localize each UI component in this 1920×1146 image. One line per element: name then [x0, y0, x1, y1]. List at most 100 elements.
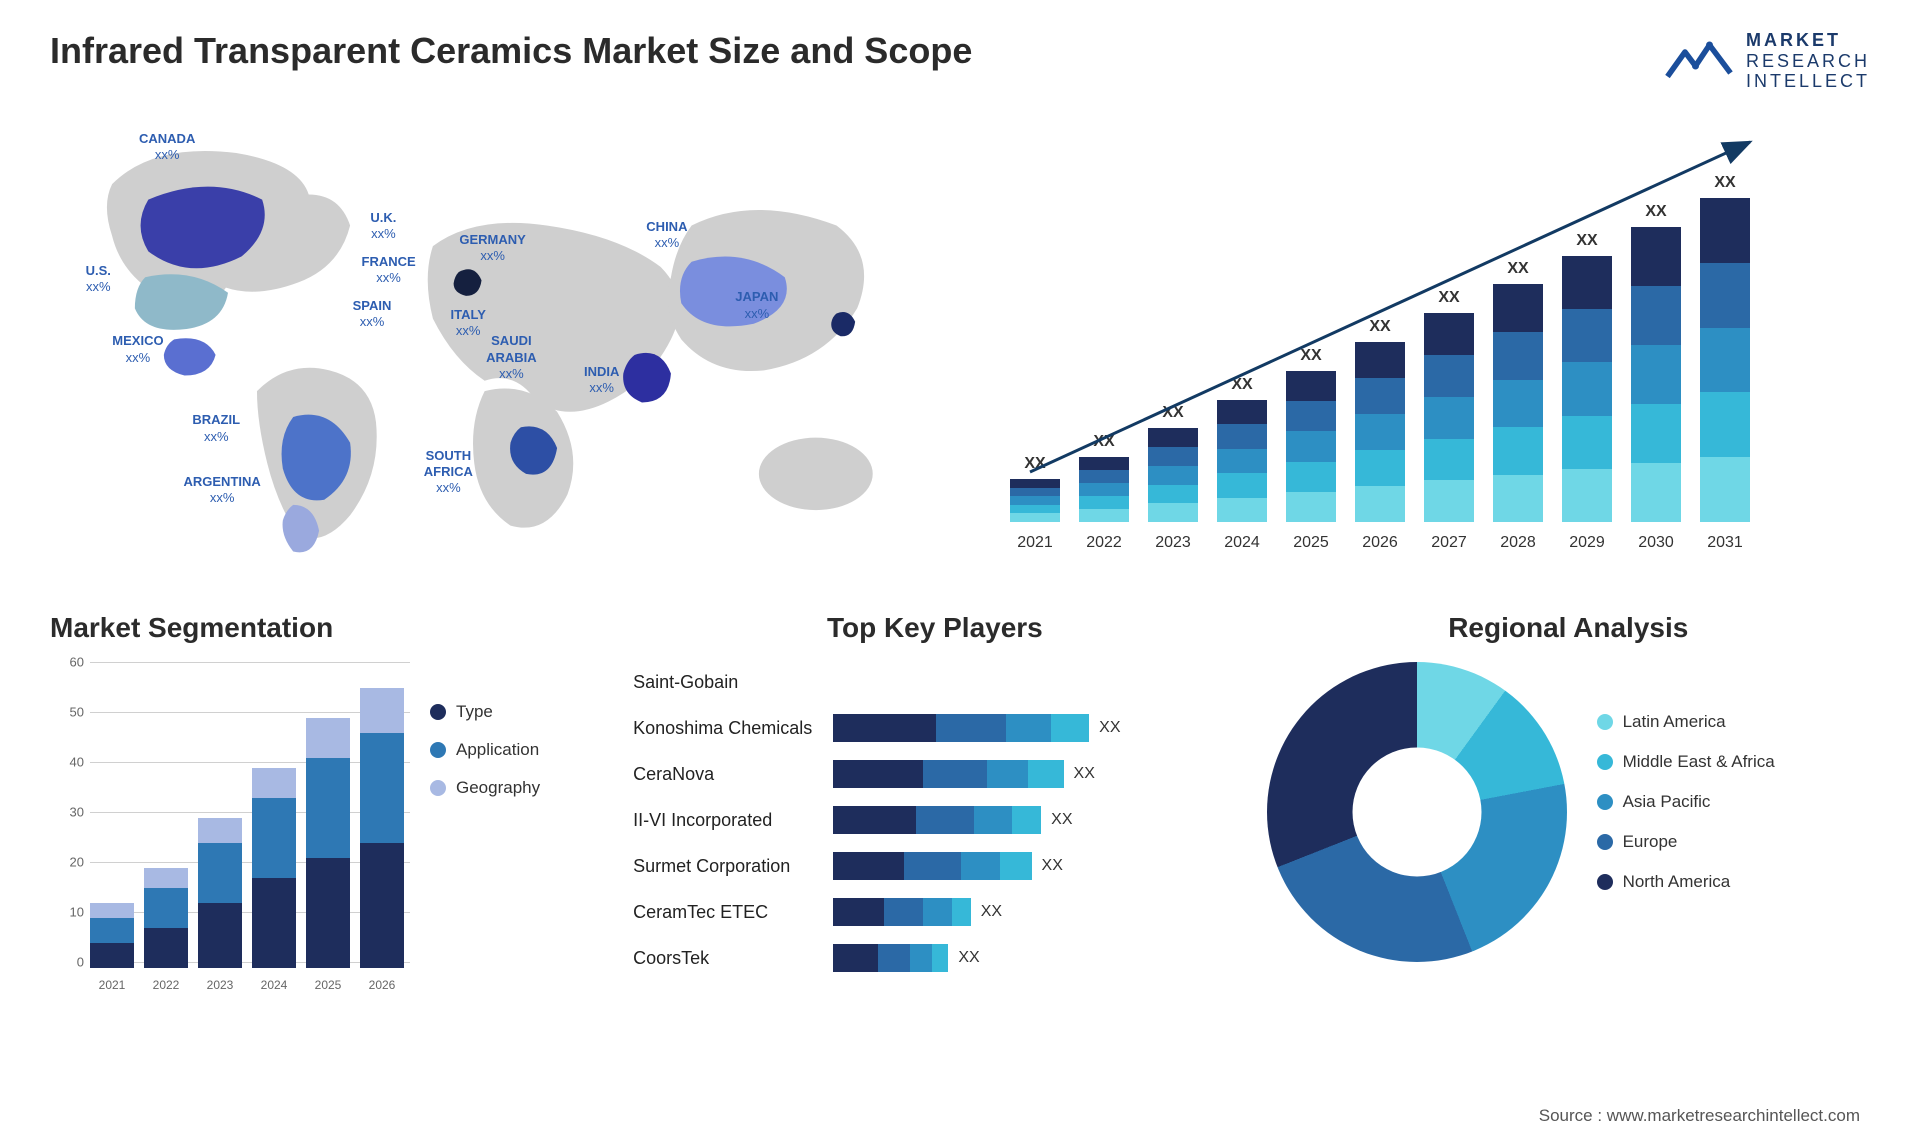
- regional-donut-chart: [1267, 662, 1567, 962]
- regional-legend-item: North America: [1597, 872, 1775, 892]
- keyplayer-row: CeramTec ETEC XX: [633, 892, 1193, 932]
- growth-bar-year: 2024: [1217, 534, 1267, 552]
- seg-bar: [360, 688, 404, 968]
- seg-y-tick: 60: [50, 655, 84, 670]
- seg-y-tick: 30: [50, 805, 84, 820]
- regional-legend-item: Middle East & Africa: [1597, 752, 1775, 772]
- seg-year-label: 2025: [306, 978, 350, 992]
- growth-bar-value: XX: [1493, 260, 1543, 278]
- keyplayer-value: XX: [981, 903, 1002, 921]
- regional-legend-item: Latin America: [1597, 712, 1775, 732]
- keyplayers-title: Top Key Players: [633, 612, 1236, 644]
- growth-bar: XX2026: [1355, 342, 1405, 522]
- keyplayer-name: Konoshima Chemicals: [633, 718, 833, 739]
- growth-bar: XX2028: [1493, 284, 1543, 522]
- keyplayer-value: XX: [1051, 811, 1072, 829]
- growth-bar-value: XX: [1010, 455, 1060, 473]
- page-title: Infrared Transparent Ceramics Market Siz…: [50, 30, 972, 72]
- keyplayer-name: CoorsTek: [633, 948, 833, 969]
- seg-year-label: 2021: [90, 978, 134, 992]
- keyplayer-bar: [833, 944, 948, 972]
- map-label-china: CHINAxx%: [646, 219, 687, 252]
- growth-bar-value: XX: [1286, 347, 1336, 365]
- regional-legend-item: Europe: [1597, 832, 1775, 852]
- growth-bar: XX2021: [1010, 479, 1060, 522]
- seg-legend-item: Application: [430, 740, 540, 760]
- growth-bar: XX2024: [1217, 400, 1267, 522]
- keyplayer-name: CeraNova: [633, 764, 833, 785]
- growth-bar-value: XX: [1562, 232, 1612, 250]
- seg-y-tick: 0: [50, 955, 84, 970]
- map-label-germany: GERMANYxx%: [459, 232, 525, 265]
- world-map: CANADAxx%U.S.xx%MEXICOxx%BRAZILxx%ARGENT…: [50, 122, 940, 562]
- keyplayer-row: CoorsTek XX: [633, 938, 1193, 978]
- map-label-italy: ITALYxx%: [451, 307, 486, 340]
- seg-y-tick: 40: [50, 755, 84, 770]
- keyplayer-value: XX: [1099, 719, 1120, 737]
- keyplayer-name: Surmet Corporation: [633, 856, 833, 877]
- regional-legend-item: Asia Pacific: [1597, 792, 1775, 812]
- keyplayer-row: Konoshima Chemicals XX: [633, 708, 1193, 748]
- seg-year-label: 2024: [252, 978, 296, 992]
- seg-y-tick: 10: [50, 905, 84, 920]
- seg-bar: [144, 868, 188, 968]
- map-label-u-s-: U.S.xx%: [86, 263, 111, 296]
- keyplayer-name: Saint-Gobain: [633, 672, 833, 693]
- regional-legend: Latin America Middle East & Africa Asia Pa…: [1597, 712, 1775, 912]
- seg-bar: [306, 718, 350, 968]
- growth-bar-year: 2022: [1079, 534, 1129, 552]
- growth-bar-year: 2025: [1286, 534, 1336, 552]
- segmentation-legend: Type Application Geography: [430, 662, 540, 992]
- growth-bar-year: 2027: [1424, 534, 1474, 552]
- regional-title: Regional Analysis: [1267, 612, 1870, 644]
- growth-bar: XX2027: [1424, 313, 1474, 522]
- map-label-france: FRANCExx%: [362, 254, 416, 287]
- growth-bar-year: 2026: [1355, 534, 1405, 552]
- growth-bar-value: XX: [1631, 203, 1681, 221]
- keyplayer-value: XX: [958, 949, 979, 967]
- keyplayer-row: Surmet CorporationXX: [633, 846, 1193, 886]
- growth-bar: XX2022: [1079, 457, 1129, 522]
- map-label-u-k-: U.K.xx%: [370, 210, 396, 243]
- growth-bar-value: XX: [1079, 433, 1129, 451]
- seg-legend-item: Type: [430, 702, 540, 722]
- growth-bar: XX2029: [1562, 256, 1612, 522]
- map-label-brazil: BRAZILxx%: [192, 412, 240, 445]
- growth-bar-year: 2030: [1631, 534, 1681, 552]
- growth-bar-year: 2029: [1562, 534, 1612, 552]
- map-label-spain: SPAINxx%: [353, 298, 392, 331]
- growth-bar-chart: XX2021XX2022XX2023XX2024XX2025XX2026XX20…: [980, 122, 1870, 562]
- map-label-sauth-africa: SOUTHAFRICAxx%: [424, 448, 473, 497]
- keyplayer-name: CeramTec ETEC: [633, 902, 833, 923]
- keyplayer-row: CeraNovaXX: [633, 754, 1193, 794]
- keyplayer-name: II-VI Incorporated: [633, 810, 833, 831]
- growth-bar-value: XX: [1355, 318, 1405, 336]
- keyplayer-row: Saint-Gobain: [633, 662, 1193, 702]
- segmentation-title: Market Segmentation: [50, 612, 603, 644]
- source-text: Source : www.marketresearchintellect.com: [1539, 1106, 1860, 1126]
- map-label-saudi-arabia: SAUDIARABIAxx%: [486, 333, 537, 382]
- keyplayer-row: II-VI Incorporated XX: [633, 800, 1193, 840]
- map-label-india: INDIAxx%: [584, 364, 619, 397]
- keyplayer-bar: [833, 898, 971, 926]
- growth-bar-value: XX: [1217, 376, 1267, 394]
- logo-mark-icon: [1664, 34, 1734, 89]
- seg-year-label: 2022: [144, 978, 188, 992]
- map-label-argentina: ARGENTINAxx%: [184, 474, 261, 507]
- growth-bar-year: 2021: [1010, 534, 1060, 552]
- segmentation-chart: 0102030405060202120222023202420252026: [50, 662, 410, 992]
- keyplayer-bar: [833, 852, 1031, 880]
- keyplayer-bar: [833, 714, 1089, 742]
- growth-bar-year: 2023: [1148, 534, 1198, 552]
- seg-bar: [252, 768, 296, 968]
- growth-bar: XX2030: [1631, 227, 1681, 522]
- growth-bar-value: XX: [1424, 289, 1474, 307]
- keyplayer-bar: [833, 806, 1041, 834]
- seg-bar: [198, 818, 242, 968]
- growth-bar: XX2031: [1700, 198, 1750, 522]
- seg-legend-item: Geography: [430, 778, 540, 798]
- growth-bar-value: XX: [1700, 174, 1750, 192]
- map-label-japan: JAPANxx%: [735, 289, 778, 322]
- logo-text: MARKET RESEARCH INTELLECT: [1746, 30, 1870, 92]
- growth-bar-year: 2031: [1700, 534, 1750, 552]
